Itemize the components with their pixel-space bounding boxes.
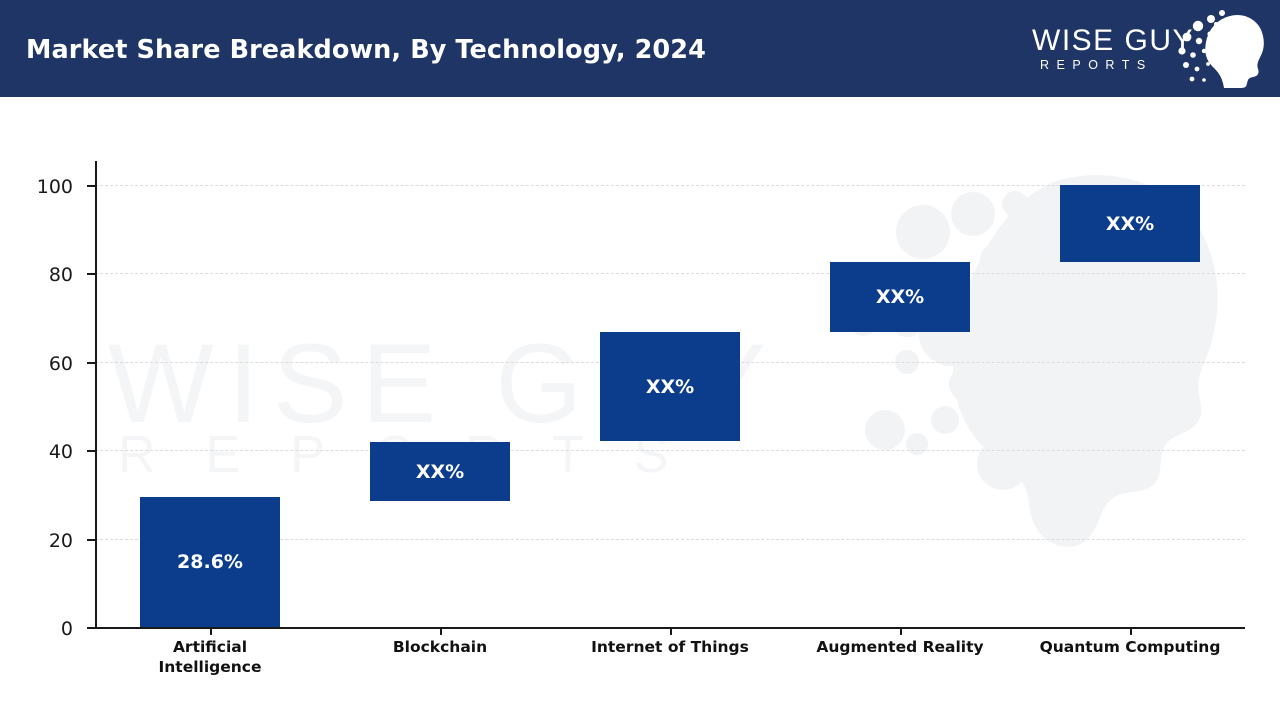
y-tick-mark-60: 60 [49,353,95,375]
page-title: Market Share Breakdown, By Technology, 2… [26,35,706,65]
x-category-label-internet-of-things: Internet of Things [570,637,770,657]
y-axis-line [95,161,97,627]
x-category-label-blockchain: Blockchain [340,637,540,657]
header-bar: Market Share Breakdown, By Technology, 2… [0,0,1280,97]
plot-region: 100 80 60 40 20 0 28.6% XX% XX% [37,161,1245,676]
y-tick-label-20: 20 [48,530,73,552]
gridline-80 [95,273,1245,274]
y-tick-label-0: 0 [60,618,73,640]
x-category-label-line-1: Artificial [172,638,248,656]
y-tick-mark-20: 20 [49,530,95,552]
x-category-label-quantum-computing: Quantum Computing [1025,637,1235,657]
bar-value-label-4: XX% [1105,212,1155,235]
x-category-label-line-2: Intelligence [158,658,262,676]
logo-wordmark: WISE GUY [1032,24,1195,57]
y-tick-label-40: 40 [48,441,73,463]
y-tick-mark-40: 40 [49,441,95,463]
gridline-40 [95,450,1245,451]
bar-value-label-0: 28.6% [177,551,243,573]
y-tick-mark-100: 100 [37,176,95,198]
x-category-label-line-1: Internet of Things [591,638,749,656]
dotted-head-silhouette-icon [1178,10,1264,88]
bar-value-label-1: XX% [415,460,465,483]
x-tick-mark-0 [210,627,212,635]
bar-artificial-intelligence[interactable]: 28.6% [140,497,280,627]
x-category-label-line-1: Blockchain [392,638,488,656]
y-tick-mark-0: 0 [61,618,95,640]
x-category-label-augmented-reality: Augmented Reality [800,637,1000,657]
logo-subword: REPORTS [1040,58,1153,72]
gridline-100 [95,185,1245,186]
y-tick-label-80: 80 [48,264,73,286]
x-category-label-line-1: Quantum Computing [1039,638,1221,656]
bar-quantum-computing[interactable]: XX% [1060,185,1200,262]
bar-internet-of-things[interactable]: XX% [600,332,740,441]
x-tick-mark-3 [900,627,902,635]
x-category-label-artificial-intelligence: Artificial Intelligence [110,637,310,677]
chart-canvas: WISE GUY REPORTS [0,97,1280,720]
x-category-label-line-1: Augmented Reality [816,638,984,656]
bar-value-label-3: XX% [875,286,925,308]
gridline-20 [95,539,1245,540]
bar-value-label-2: XX% [645,375,695,398]
wise-guy-reports-logo: WISE GUY REPORTS [1022,6,1272,92]
x-tick-mark-2 [670,627,672,635]
x-tick-mark-4 [1130,627,1132,635]
y-tick-label-60: 60 [48,353,73,375]
y-tick-mark-80: 80 [49,264,95,286]
bar-augmented-reality[interactable]: XX% [830,262,970,332]
bar-blockchain[interactable]: XX% [370,442,510,501]
x-tick-mark-1 [440,627,442,635]
y-tick-label-100: 100 [36,176,73,198]
